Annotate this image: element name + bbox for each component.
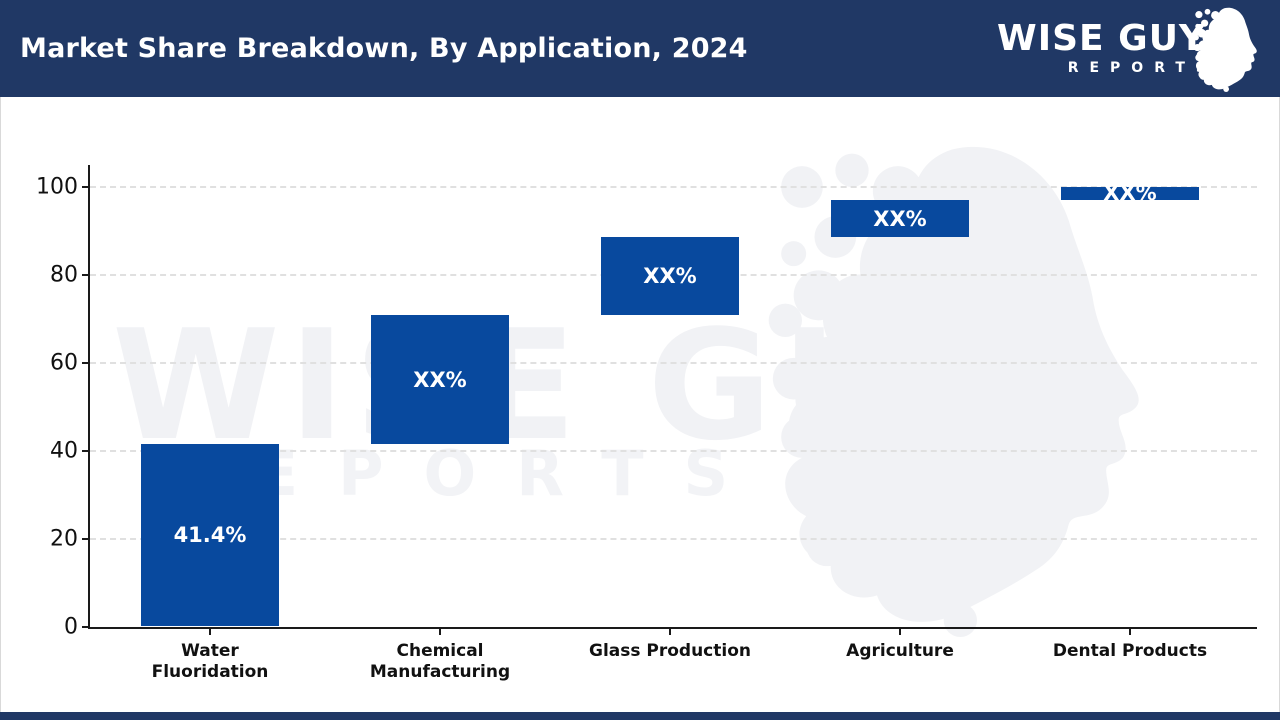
- bar-value-label: XX%: [873, 206, 927, 231]
- header-bar: Market Share Breakdown, By Application, …: [0, 0, 1280, 97]
- x-category-label: Water Fluoridation: [151, 640, 269, 682]
- logo: WISE GUY REPORTS: [997, 6, 1266, 92]
- gridline: [90, 185, 1257, 188]
- y-axis-tick-label: 0: [64, 614, 78, 639]
- y-axis-tick: [82, 273, 90, 276]
- logo-text: WISE GUY REPORTS: [996, 18, 1206, 77]
- y-axis-tick: [82, 361, 90, 364]
- y-axis-tick-label: 100: [36, 174, 78, 199]
- y-axis-tick-label: 20: [50, 526, 78, 551]
- x-category-label: Chemical Manufacturing: [369, 640, 511, 682]
- gridline: [90, 449, 1257, 452]
- y-axis-tick-label: 60: [50, 350, 78, 375]
- x-axis-tick: [669, 628, 671, 635]
- x-axis-tick: [899, 628, 901, 635]
- gridline: [90, 361, 1257, 364]
- y-axis: [88, 165, 90, 629]
- bar: [141, 444, 279, 627]
- bar-value-label: 41.4%: [173, 523, 247, 548]
- x-category-label: Dental Products: [1052, 640, 1208, 661]
- y-axis-tick: [82, 449, 90, 452]
- x-category-label: Agriculture: [846, 640, 954, 661]
- y-axis-tick: [82, 185, 90, 188]
- bar-value-label: XX%: [413, 367, 467, 392]
- y-axis-tick-label: 80: [50, 262, 78, 287]
- footer-bar: [0, 712, 1280, 720]
- x-axis-tick: [1129, 628, 1131, 635]
- y-axis-tick: [82, 625, 90, 628]
- page-title: Market Share Breakdown, By Application, …: [20, 33, 748, 64]
- bar-value-label: XX%: [643, 264, 697, 289]
- chart-area: WISE GUY REPORTS 0 20 40 60 80 100 41.4% Water …: [0, 97, 1280, 712]
- bar: [1061, 186, 1199, 201]
- x-category-label: Glass Production: [588, 640, 751, 661]
- y-axis-tick: [82, 537, 90, 540]
- bar: [831, 200, 969, 238]
- logo-wordmark: WISE GUY: [996, 18, 1206, 59]
- logo-subtitle: REPORTS: [1067, 60, 1217, 76]
- bar: [371, 314, 509, 445]
- gridline: [90, 537, 1257, 540]
- x-axis-tick: [439, 628, 441, 635]
- bar-value-label: XX%: [1103, 181, 1157, 206]
- watermark-head-icon: [768, 146, 1139, 637]
- y-axis-tick-label: 40: [50, 438, 78, 463]
- bar: [601, 237, 739, 315]
- x-axis-tick: [209, 628, 211, 635]
- x-axis: [88, 626, 1257, 629]
